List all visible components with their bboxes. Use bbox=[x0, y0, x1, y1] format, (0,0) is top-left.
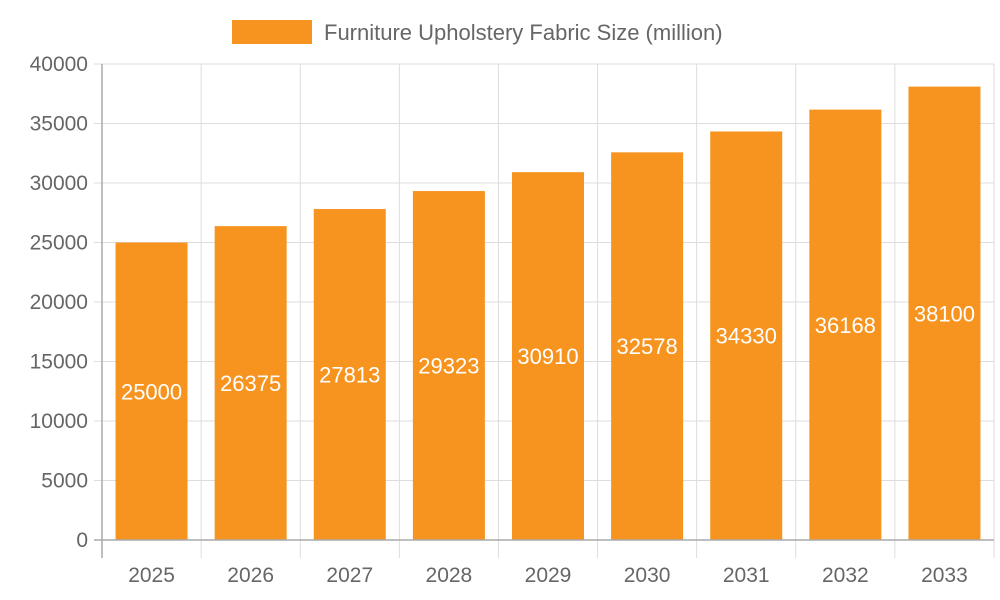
x-tick-label: 2029 bbox=[525, 564, 572, 587]
bar bbox=[809, 109, 882, 540]
bar bbox=[611, 152, 684, 541]
legend[interactable]: Furniture Upholstery Fabric Size (millio… bbox=[232, 20, 723, 45]
y-tick-label: 0 bbox=[76, 529, 88, 552]
y-tick-label: 20000 bbox=[30, 291, 88, 314]
data-label: 36168 bbox=[815, 313, 876, 338]
legend-swatch bbox=[232, 20, 312, 44]
x-tick-label: 2030 bbox=[624, 564, 671, 587]
bar bbox=[412, 191, 485, 540]
data-label: 25000 bbox=[121, 379, 182, 404]
bar bbox=[512, 172, 584, 540]
bar bbox=[214, 226, 287, 540]
bar bbox=[908, 86, 981, 541]
data-label: 34330 bbox=[716, 324, 777, 349]
x-tick-label: 2028 bbox=[426, 564, 473, 587]
data-label: 30910 bbox=[517, 344, 578, 369]
legend-label: Furniture Upholstery Fabric Size (millio… bbox=[324, 20, 723, 45]
x-tick-label: 2026 bbox=[227, 564, 274, 587]
data-label: 38100 bbox=[914, 301, 975, 326]
y-tick-label: 10000 bbox=[30, 410, 88, 433]
x-tick-label: 2033 bbox=[921, 564, 968, 587]
x-tick-label: 2032 bbox=[822, 564, 869, 587]
x-tick-label: 2027 bbox=[326, 564, 373, 587]
bar bbox=[313, 209, 386, 540]
y-tick-label: 35000 bbox=[30, 113, 88, 136]
y-tick-label: 40000 bbox=[30, 53, 88, 76]
data-label: 29323 bbox=[418, 354, 479, 379]
data-label: 32578 bbox=[617, 334, 678, 359]
y-tick-label: 15000 bbox=[30, 351, 88, 374]
y-tick-label: 30000 bbox=[30, 172, 88, 195]
x-tick-label: 2031 bbox=[723, 564, 770, 587]
x-tick-label: 2025 bbox=[128, 564, 175, 587]
data-label: 27813 bbox=[319, 363, 380, 388]
bars: 25000 26375 27813 29323 30910 32578 34330 36168… bbox=[115, 86, 981, 541]
y-tick-label: 25000 bbox=[30, 232, 88, 255]
y-tick-label: 5000 bbox=[41, 470, 88, 493]
data-label: 26375 bbox=[220, 371, 281, 396]
bar bbox=[115, 242, 188, 540]
bar bbox=[710, 131, 783, 540]
axes: 0 5000 10000 15000 20000 25000 30000 35000 40000… bbox=[30, 53, 994, 587]
